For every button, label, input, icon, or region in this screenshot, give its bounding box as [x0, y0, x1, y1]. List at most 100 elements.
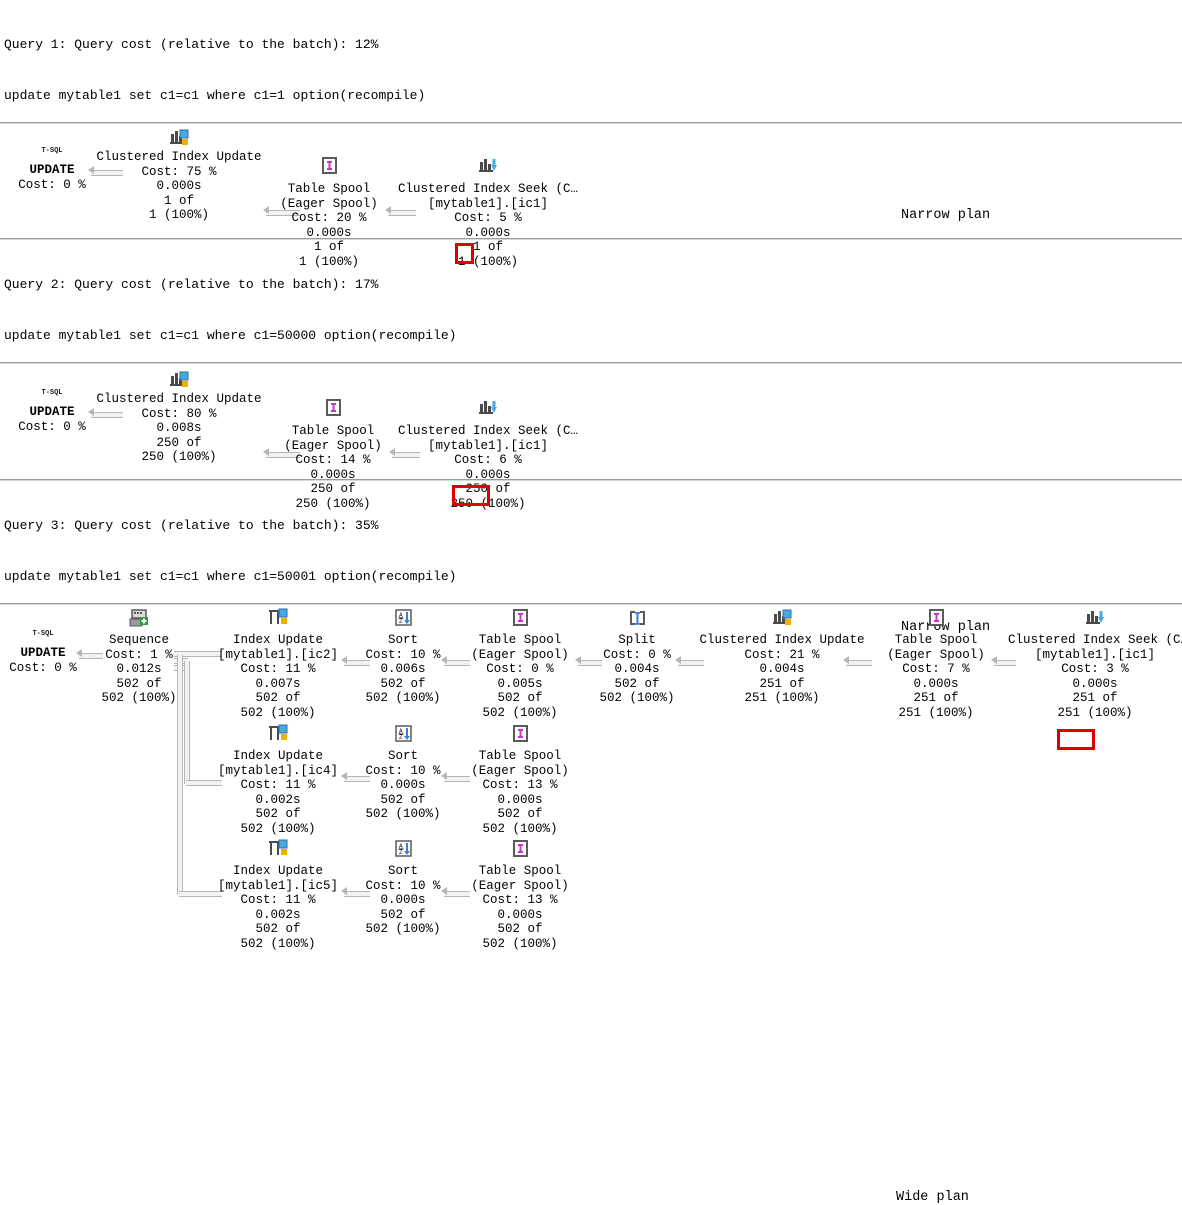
node-line: Clustered Index Seek (C… [398, 424, 579, 438]
node-line: 0.000s [156, 179, 202, 194]
node-line: Cost: 0 % [603, 647, 671, 662]
node-line: Cost: 21 % [744, 647, 820, 662]
connector-ciu-to-spool-right [846, 660, 872, 666]
plan3-node-index-update-ic2[interactable]: Index Update [mytable1].[ic2] Cost: 11 %… [215, 608, 341, 721]
node-line: 0.000s [380, 893, 426, 908]
node-line: 502 of [380, 792, 426, 807]
node-line: 502 (100%) [482, 821, 558, 836]
node-line: 502 (100%) [365, 807, 441, 822]
highlight-box-rowcount-1 [455, 243, 474, 264]
node-line: 502 of [116, 676, 162, 691]
plan3-root-update-node[interactable]: T-SQL UPDATE Cost: 0 % [2, 627, 84, 676]
node-line: [mytable1].[ic5] [217, 878, 339, 893]
plan3-node-clustered-index-seek[interactable]: Clustered Index Seek (C… [mytable1].[ic1… [1008, 611, 1182, 721]
node-line: 251 (100%) [744, 691, 820, 706]
clustered-index-seek-icon [1008, 611, 1182, 632]
node-line: Index Update [232, 633, 323, 647]
node-line: Cost: 5 % [454, 211, 522, 226]
connector-arrow-split [675, 656, 681, 664]
plan3-node-sort-mid[interactable]: A Z Sort Cost: 10 % 0.000s 502 of 502 (1… [365, 725, 441, 822]
root-cost: Cost: 0 % [9, 661, 77, 675]
node-line: 251 (100%) [1057, 705, 1133, 720]
plan3-node-sort-top[interactable]: A Z Sort Cost: 10 % 0.006s 502 of 502 (1… [365, 609, 441, 706]
table-spool-icon [272, 399, 394, 423]
node-line: Sort [387, 749, 418, 763]
node-line: [mytable1].[ic4] [217, 763, 339, 778]
node-line: Sequence [108, 633, 169, 647]
node-line: 0.000s [497, 792, 543, 807]
node-line: (Eager Spool) [471, 878, 569, 893]
node-line: [mytable1].[ic1] [427, 438, 549, 453]
index-update-icon [215, 608, 341, 632]
plan2-node-table-spool[interactable]: Table Spool (Eager Spool) Cost: 14 % 0.0… [272, 399, 394, 512]
table-spool-icon [878, 609, 994, 632]
node-line: Cost: 10 % [365, 647, 441, 662]
plan3-node-index-update-ic5[interactable]: Index Update [mytable1].[ic5] Cost: 11 %… [215, 839, 341, 952]
table-spool-icon [462, 609, 578, 632]
clustered-index-seek-icon [398, 401, 578, 423]
plan3-node-index-update-ic4[interactable]: Index Update [mytable1].[ic4] Cost: 11 %… [215, 724, 341, 837]
connector-root-to-sequence [79, 653, 103, 659]
node-line: 0.012s [116, 662, 162, 677]
divider-4 [0, 479, 1182, 481]
node-line: Table Spool [478, 749, 562, 763]
node-line: 502 (100%) [101, 691, 177, 706]
query-2-cost-line: Query 2: Query cost (relative to the bat… [4, 277, 379, 292]
split-icon [598, 611, 676, 632]
plan3-node-table-spool-right[interactable]: Table Spool (Eager Spool) Cost: 7 % 0.00… [878, 609, 994, 721]
plan-annotation-wide: Wide plan [896, 1190, 969, 1205]
sequence-icon [96, 609, 182, 632]
svg-text:A: A [399, 612, 403, 619]
plan2-node-clustered-index-update[interactable]: Clustered Index Update Cost: 80 % 0.008s… [96, 370, 262, 465]
plan1-root-update-node[interactable]: T-SQL UPDATE Cost: 0 % [4, 144, 100, 193]
node-line: 1 (100%) [457, 254, 518, 269]
node-line: 250 (100%) [295, 496, 371, 511]
node-line: 0.000s [380, 778, 426, 793]
plan3-node-split[interactable]: Split Cost: 0 % 0.004s 502 of 502 (100%) [598, 611, 676, 706]
plan3-node-table-spool-mid[interactable]: Table Spool (Eager Spool) Cost: 13 % 0.0… [462, 725, 578, 837]
connector-arrow-iu2 [341, 656, 347, 664]
root-cost: Cost: 0 % [18, 178, 86, 192]
node-line: 502 (100%) [365, 691, 441, 706]
plan3-node-sort-bottom[interactable]: A Z Sort Cost: 10 % 0.000s 502 of 502 (1… [365, 840, 441, 937]
connector-split-to-ciu [678, 660, 704, 666]
plan3-node-table-spool-bottom[interactable]: Table Spool (Eager Spool) Cost: 13 % 0.0… [462, 840, 578, 952]
connector-iu2-to-sort [344, 660, 370, 666]
node-line: 0.000s [913, 676, 959, 691]
connector-arrow-root [88, 166, 94, 174]
plan1-node-clustered-index-seek[interactable]: Clustered Index Seek (C… [mytable1].[ic1… [398, 159, 579, 270]
root-label: UPDATE [29, 163, 75, 177]
connector-arrow-ciu [263, 206, 269, 214]
plan1-node-clustered-index-update[interactable]: Clustered Index Update Cost: 75 % 0.000s… [96, 128, 262, 223]
node-line: 0.005s [497, 676, 543, 691]
node-line: 502 (100%) [482, 705, 558, 720]
plan3-node-sequence[interactable]: Sequence Cost: 1 % 0.012s 502 of 502 (10… [96, 609, 182, 706]
plan3-node-table-spool-top[interactable]: Table Spool (Eager Spool) Cost: 0 % 0.00… [462, 609, 578, 721]
table-spool-icon [462, 840, 578, 863]
query-3-cost-line: Query 3: Query cost (relative to the bat… [4, 518, 379, 533]
query-3-header: Query 3: Query cost (relative to the bat… [0, 481, 1182, 603]
plan-annotation-narrow-1: Narrow plan [901, 208, 991, 223]
node-line: 502 of [255, 691, 301, 706]
node-line: Cost: 10 % [365, 878, 441, 893]
node-line: 0.002s [255, 792, 301, 807]
node-line: Clustered Index Seek (C… [398, 182, 579, 196]
highlight-box-rowcount-2 [452, 485, 490, 506]
plan1-node-table-spool[interactable]: Table Spool (Eager Spool) Cost: 20 % 0.0… [268, 157, 390, 270]
query-1-header: Query 1: Query cost (relative to the bat… [0, 0, 1182, 122]
connector-arrow-root [88, 408, 94, 416]
branch-trunk-mid [184, 661, 190, 784]
node-line: Cost: 0 % [486, 662, 554, 677]
node-line: 502 of [497, 807, 543, 822]
connector-arrow-spool [385, 206, 391, 214]
plan2-root-update-node[interactable]: T-SQL UPDATE Cost: 0 % [4, 386, 100, 435]
node-line: 0.000s [465, 225, 511, 240]
plan3-node-clustered-index-update[interactable]: Clustered Index Update Cost: 21 % 0.004s… [698, 609, 866, 706]
query-1-cost-line: Query 1: Query cost (relative to the bat… [4, 37, 379, 52]
connector-arrow-spool [389, 448, 395, 456]
root-cost: Cost: 0 % [18, 420, 86, 434]
node-line: (Eager Spool) [887, 647, 985, 662]
node-line: [mytable1].[ic1] [1034, 647, 1156, 662]
svg-text:Z: Z [399, 849, 403, 856]
node-line: Table Spool [478, 633, 562, 647]
